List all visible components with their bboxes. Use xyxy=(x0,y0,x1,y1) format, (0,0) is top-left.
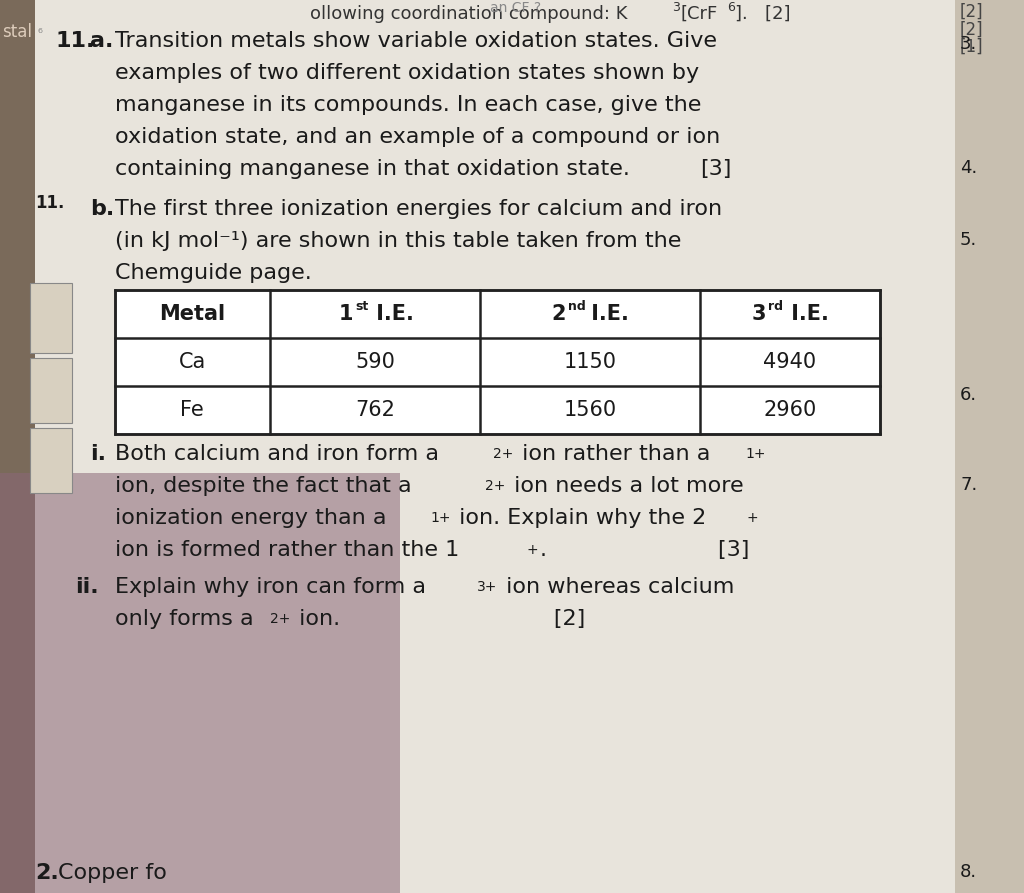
Text: i.: i. xyxy=(90,444,106,464)
Bar xyxy=(115,290,880,434)
Text: 1560: 1560 xyxy=(563,400,616,420)
Text: (in kJ mol⁻¹) are shown in this table taken from the: (in kJ mol⁻¹) are shown in this table ta… xyxy=(115,231,681,251)
Text: only forms a: only forms a xyxy=(115,609,254,629)
Text: ion needs a lot more: ion needs a lot more xyxy=(507,476,743,496)
Text: I.E.: I.E. xyxy=(784,304,828,324)
Text: 1150: 1150 xyxy=(563,352,616,372)
Bar xyxy=(0,473,400,893)
Text: 1+: 1+ xyxy=(745,447,766,461)
Text: Fe: Fe xyxy=(180,400,204,420)
Text: ion is formed rather than the 1: ion is formed rather than the 1 xyxy=(115,540,459,560)
Text: examples of two different oxidation states shown by: examples of two different oxidation stat… xyxy=(115,63,699,83)
Text: Copper fo: Copper fo xyxy=(58,863,167,883)
Text: 590: 590 xyxy=(355,352,395,372)
Text: 4940: 4940 xyxy=(764,352,816,372)
Text: a.: a. xyxy=(90,31,114,51)
Text: oxidation state, and an example of a compound or ion: oxidation state, and an example of a com… xyxy=(115,127,720,147)
Text: Explain why iron can form a: Explain why iron can form a xyxy=(115,577,426,597)
Text: Metal: Metal xyxy=(159,304,225,324)
Text: b.: b. xyxy=(90,199,115,219)
Text: ion whereas calcium: ion whereas calcium xyxy=(499,577,734,597)
Text: 2.: 2. xyxy=(35,863,58,883)
Bar xyxy=(30,283,72,353)
Text: ionization energy than a: ionization energy than a xyxy=(115,508,386,528)
Text: I.E.: I.E. xyxy=(369,304,414,324)
Text: 4.: 4. xyxy=(961,159,977,177)
Text: 7.: 7. xyxy=(961,476,977,494)
Text: ion rather than a: ion rather than a xyxy=(515,444,711,464)
Text: The first three ionization energies for calcium and iron: The first three ionization energies for … xyxy=(115,199,722,219)
Text: ion. Explain why the 2: ion. Explain why the 2 xyxy=(452,508,707,528)
Bar xyxy=(0,0,35,893)
Text: 11.: 11. xyxy=(55,31,94,51)
Text: [1]: [1] xyxy=(961,38,984,56)
Text: Transition metals show variable oxidation states. Give: Transition metals show variable oxidatio… xyxy=(115,31,717,51)
Text: ollowing coordination compound: K: ollowing coordination compound: K xyxy=(310,5,628,23)
Text: +: + xyxy=(746,511,759,525)
Text: ].   [2]: ]. [2] xyxy=(735,5,791,23)
Text: 3+: 3+ xyxy=(477,580,498,594)
Text: Chemguide page.: Chemguide page. xyxy=(115,263,311,283)
Text: st: st xyxy=(355,299,369,313)
Text: an CF ?: an CF ? xyxy=(490,1,541,15)
Text: I.E.: I.E. xyxy=(584,304,629,324)
Text: [CrF: [CrF xyxy=(680,5,717,23)
Text: manganese in its compounds. In each case, give the: manganese in its compounds. In each case… xyxy=(115,95,701,115)
Text: [2]: [2] xyxy=(961,21,984,39)
Bar xyxy=(30,428,72,493)
Text: rd: rd xyxy=(768,299,783,313)
Bar xyxy=(955,0,1024,893)
Text: 5.: 5. xyxy=(961,231,977,249)
Text: containing manganese in that oxidation state.: containing manganese in that oxidation s… xyxy=(115,159,630,179)
Text: ion, despite the fact that a: ion, despite the fact that a xyxy=(115,476,412,496)
Text: ₆: ₆ xyxy=(38,23,43,36)
Text: stal: stal xyxy=(2,23,32,41)
Text: 762: 762 xyxy=(355,400,395,420)
Text: Ca: Ca xyxy=(178,352,206,372)
Text: 2+: 2+ xyxy=(485,479,506,493)
Text: 3: 3 xyxy=(672,1,680,14)
Text: 2960: 2960 xyxy=(763,400,816,420)
Text: 6.: 6. xyxy=(961,386,977,404)
Text: 2: 2 xyxy=(552,304,566,324)
Bar xyxy=(30,358,72,423)
Text: 8.: 8. xyxy=(961,863,977,881)
Text: ii.: ii. xyxy=(75,577,98,597)
Text: 6: 6 xyxy=(727,1,735,14)
Text: Both calcium and iron form a: Both calcium and iron form a xyxy=(115,444,439,464)
Text: [3]: [3] xyxy=(700,159,731,179)
Text: 3: 3 xyxy=(752,304,766,324)
Text: 2+: 2+ xyxy=(493,447,513,461)
Text: 3.: 3. xyxy=(961,35,977,53)
Text: nd: nd xyxy=(568,299,586,313)
Text: .                        [3]: . [3] xyxy=(540,540,750,560)
Text: 2+: 2+ xyxy=(270,612,291,626)
Text: 11.: 11. xyxy=(35,194,65,212)
Text: ion.                              [2]: ion. [2] xyxy=(292,609,586,629)
Text: 1+: 1+ xyxy=(430,511,451,525)
Text: [2]: [2] xyxy=(961,3,984,21)
Text: 1: 1 xyxy=(339,304,353,324)
Text: +: + xyxy=(527,543,539,557)
